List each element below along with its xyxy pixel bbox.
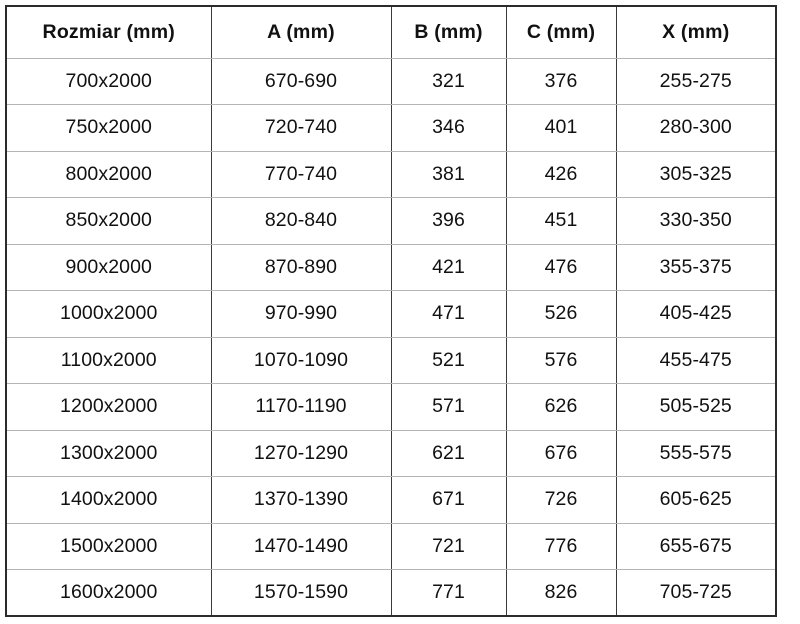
cell-c: 376 <box>505 57 617 105</box>
cell-a: 1270-1290 <box>210 429 392 477</box>
table-row: 1300x2000 1270-1290 621 676 555-575 <box>5 429 777 477</box>
cell-rozmiar: 1200x2000 <box>5 383 212 431</box>
cell-a: 870-890 <box>210 243 392 291</box>
cell-a: 820-840 <box>210 197 392 245</box>
cell-rozmiar: 850x2000 <box>5 197 212 245</box>
cell-a: 1470-1490 <box>210 522 392 570</box>
table-body: 700x2000 670-690 321 376 255-275 750x200… <box>5 57 777 617</box>
cell-c: 726 <box>505 476 617 524</box>
cell-rozmiar: 750x2000 <box>5 104 212 152</box>
cell-b: 346 <box>390 104 507 152</box>
cell-x: 555-575 <box>615 429 777 477</box>
table-row: 1100x2000 1070-1090 521 576 455-475 <box>5 336 777 384</box>
cell-c: 401 <box>505 104 617 152</box>
cell-rozmiar: 1500x2000 <box>5 522 212 570</box>
cell-b: 321 <box>390 57 507 105</box>
table-row: 800x2000 770-740 381 426 305-325 <box>5 150 777 198</box>
cell-a: 970-990 <box>210 290 392 338</box>
cell-b: 771 <box>390 569 507 617</box>
cell-c: 451 <box>505 197 617 245</box>
cell-b: 421 <box>390 243 507 291</box>
cell-a: 1170-1190 <box>210 383 392 431</box>
cell-c: 626 <box>505 383 617 431</box>
cell-c: 776 <box>505 522 617 570</box>
cell-x: 605-625 <box>615 476 777 524</box>
cell-rozmiar: 900x2000 <box>5 243 212 291</box>
table-row: 850x2000 820-840 396 451 330-350 <box>5 197 777 245</box>
table-row: 1500x2000 1470-1490 721 776 655-675 <box>5 522 777 570</box>
cell-a: 1570-1590 <box>210 569 392 617</box>
cell-rozmiar: 1400x2000 <box>5 476 212 524</box>
cell-b: 471 <box>390 290 507 338</box>
column-header-a: A (mm) <box>210 5 392 59</box>
cell-c: 676 <box>505 429 617 477</box>
table-row: 1200x2000 1170-1190 571 626 505-525 <box>5 383 777 431</box>
cell-a: 1070-1090 <box>210 336 392 384</box>
cell-rozmiar: 1000x2000 <box>5 290 212 338</box>
cell-b: 671 <box>390 476 507 524</box>
table-header: Rozmiar (mm) A (mm) B (mm) C (mm) X (mm) <box>5 5 777 59</box>
cell-b: 721 <box>390 522 507 570</box>
cell-a: 720-740 <box>210 104 392 152</box>
cell-a: 1370-1390 <box>210 476 392 524</box>
table-row: 700x2000 670-690 321 376 255-275 <box>5 57 777 105</box>
cell-x: 655-675 <box>615 522 777 570</box>
column-header-rozmiar: Rozmiar (mm) <box>5 5 212 59</box>
cell-c: 576 <box>505 336 617 384</box>
cell-rozmiar: 1100x2000 <box>5 336 212 384</box>
header-row: Rozmiar (mm) A (mm) B (mm) C (mm) X (mm) <box>5 5 777 59</box>
cell-c: 826 <box>505 569 617 617</box>
table-row: 750x2000 720-740 346 401 280-300 <box>5 104 777 152</box>
cell-x: 280-300 <box>615 104 777 152</box>
size-specification-table: Rozmiar (mm) A (mm) B (mm) C (mm) X (mm)… <box>5 5 777 617</box>
cell-x: 355-375 <box>615 243 777 291</box>
cell-rozmiar: 1600x2000 <box>5 569 212 617</box>
cell-rozmiar: 1300x2000 <box>5 429 212 477</box>
table-row: 1000x2000 970-990 471 526 405-425 <box>5 290 777 338</box>
cell-x: 405-425 <box>615 290 777 338</box>
cell-b: 381 <box>390 150 507 198</box>
cell-x: 705-725 <box>615 569 777 617</box>
cell-c: 526 <box>505 290 617 338</box>
cell-x: 455-475 <box>615 336 777 384</box>
table-row: 1600x2000 1570-1590 771 826 705-725 <box>5 569 777 617</box>
column-header-c: C (mm) <box>505 5 617 59</box>
cell-x: 505-525 <box>615 383 777 431</box>
column-header-x: X (mm) <box>615 5 777 59</box>
cell-x: 305-325 <box>615 150 777 198</box>
cell-b: 396 <box>390 197 507 245</box>
cell-rozmiar: 700x2000 <box>5 57 212 105</box>
table-row: 1400x2000 1370-1390 671 726 605-625 <box>5 476 777 524</box>
cell-c: 476 <box>505 243 617 291</box>
cell-c: 426 <box>505 150 617 198</box>
cell-a: 670-690 <box>210 57 392 105</box>
cell-x: 255-275 <box>615 57 777 105</box>
cell-b: 621 <box>390 429 507 477</box>
table-row: 900x2000 870-890 421 476 355-375 <box>5 243 777 291</box>
cell-x: 330-350 <box>615 197 777 245</box>
cell-b: 521 <box>390 336 507 384</box>
cell-rozmiar: 800x2000 <box>5 150 212 198</box>
cell-b: 571 <box>390 383 507 431</box>
column-header-b: B (mm) <box>390 5 507 59</box>
cell-a: 770-740 <box>210 150 392 198</box>
